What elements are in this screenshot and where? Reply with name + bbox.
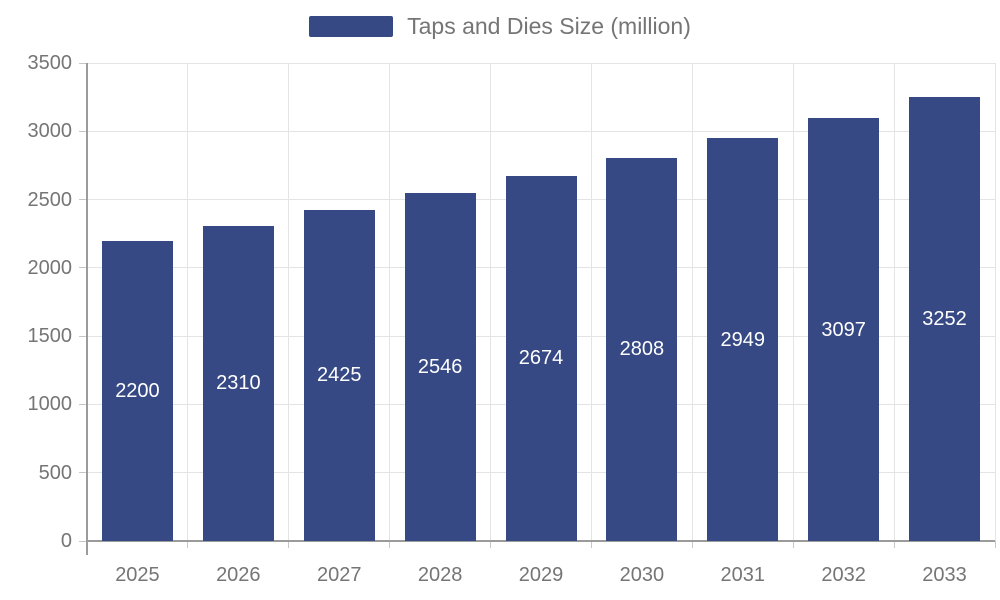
bar-value-label: 3252 [922, 307, 967, 330]
bar-value-label: 2425 [316, 364, 362, 387]
x-axis-tick [187, 541, 189, 548]
y-axis-label: 3500 [27, 52, 73, 74]
bar-2033[interactable] [909, 96, 981, 541]
y-axis-line [86, 63, 88, 555]
x-axis-label: 2026 [216, 564, 261, 586]
x-axis-label: 2028 [417, 564, 463, 586]
x-axis-label: 2029 [518, 564, 564, 586]
bar-value-label: 2310 [216, 372, 261, 395]
y-gridline [87, 130, 995, 132]
bar-value-label: 2200 [115, 379, 160, 402]
y-axis-label: 3000 [27, 120, 73, 143]
x-axis-label: 2025 [115, 564, 160, 586]
bar-2029[interactable] [505, 175, 577, 541]
bar-value-label: 2808 [619, 338, 665, 361]
bar-value-label: 2546 [417, 356, 463, 379]
x-axis-tick [490, 541, 492, 548]
y-axis-tick [79, 540, 87, 542]
x-gridline [893, 63, 895, 541]
y-axis-tick [79, 62, 87, 64]
x-axis-label: 2031 [720, 564, 766, 586]
x-gridline [389, 63, 391, 541]
x-gridline [994, 63, 996, 541]
bar-2026[interactable] [202, 225, 274, 541]
x-gridline [691, 63, 693, 541]
y-axis-label: 2000 [27, 256, 73, 279]
y-axis-label: 2500 [27, 188, 73, 211]
x-axis-tick [792, 541, 794, 548]
x-gridline [288, 63, 290, 541]
bar-value-label: 3097 [821, 318, 866, 341]
bar-2030[interactable] [606, 157, 678, 541]
y-axis-tick [79, 267, 87, 269]
y-axis-label: 1500 [27, 325, 73, 348]
x-gridline [792, 63, 794, 541]
y-gridline [87, 62, 995, 64]
x-axis-line [87, 540, 995, 542]
legend-label: Taps and Dies Size (million) [407, 13, 691, 39]
bar-value-label: 2674 [518, 347, 564, 370]
bar-2027[interactable] [303, 209, 375, 541]
bar-2028[interactable] [404, 193, 476, 541]
y-axis-tick [79, 130, 87, 132]
bar-2025[interactable] [101, 240, 173, 541]
y-axis-label: 500 [38, 461, 72, 484]
y-axis-tick [79, 335, 87, 337]
x-axis-tick [389, 541, 391, 548]
x-axis-label: 2033 [922, 564, 967, 586]
x-axis-tick [691, 541, 693, 548]
x-axis-tick [994, 541, 996, 548]
x-axis-label: 2032 [821, 564, 866, 586]
bar-value-label: 2949 [720, 328, 766, 351]
bar-2031[interactable] [707, 138, 779, 541]
x-axis-label: 2027 [316, 564, 362, 586]
x-axis-tick [893, 541, 895, 548]
y-axis-label: 0 [60, 530, 72, 552]
x-gridline [590, 63, 592, 541]
y-axis-tick [79, 199, 87, 201]
bar-2032[interactable] [808, 118, 880, 541]
x-axis-label: 2030 [619, 564, 665, 586]
x-axis-tick [590, 541, 592, 548]
legend[interactable]: Taps and Dies Size (million) [0, 15, 1000, 38]
y-axis-tick [79, 472, 87, 474]
legend-swatch [309, 16, 394, 37]
y-axis-tick [79, 403, 87, 405]
y-axis-label: 1000 [27, 393, 73, 416]
x-axis-tick [288, 541, 290, 548]
x-gridline [187, 63, 189, 541]
x-gridline [490, 63, 492, 541]
